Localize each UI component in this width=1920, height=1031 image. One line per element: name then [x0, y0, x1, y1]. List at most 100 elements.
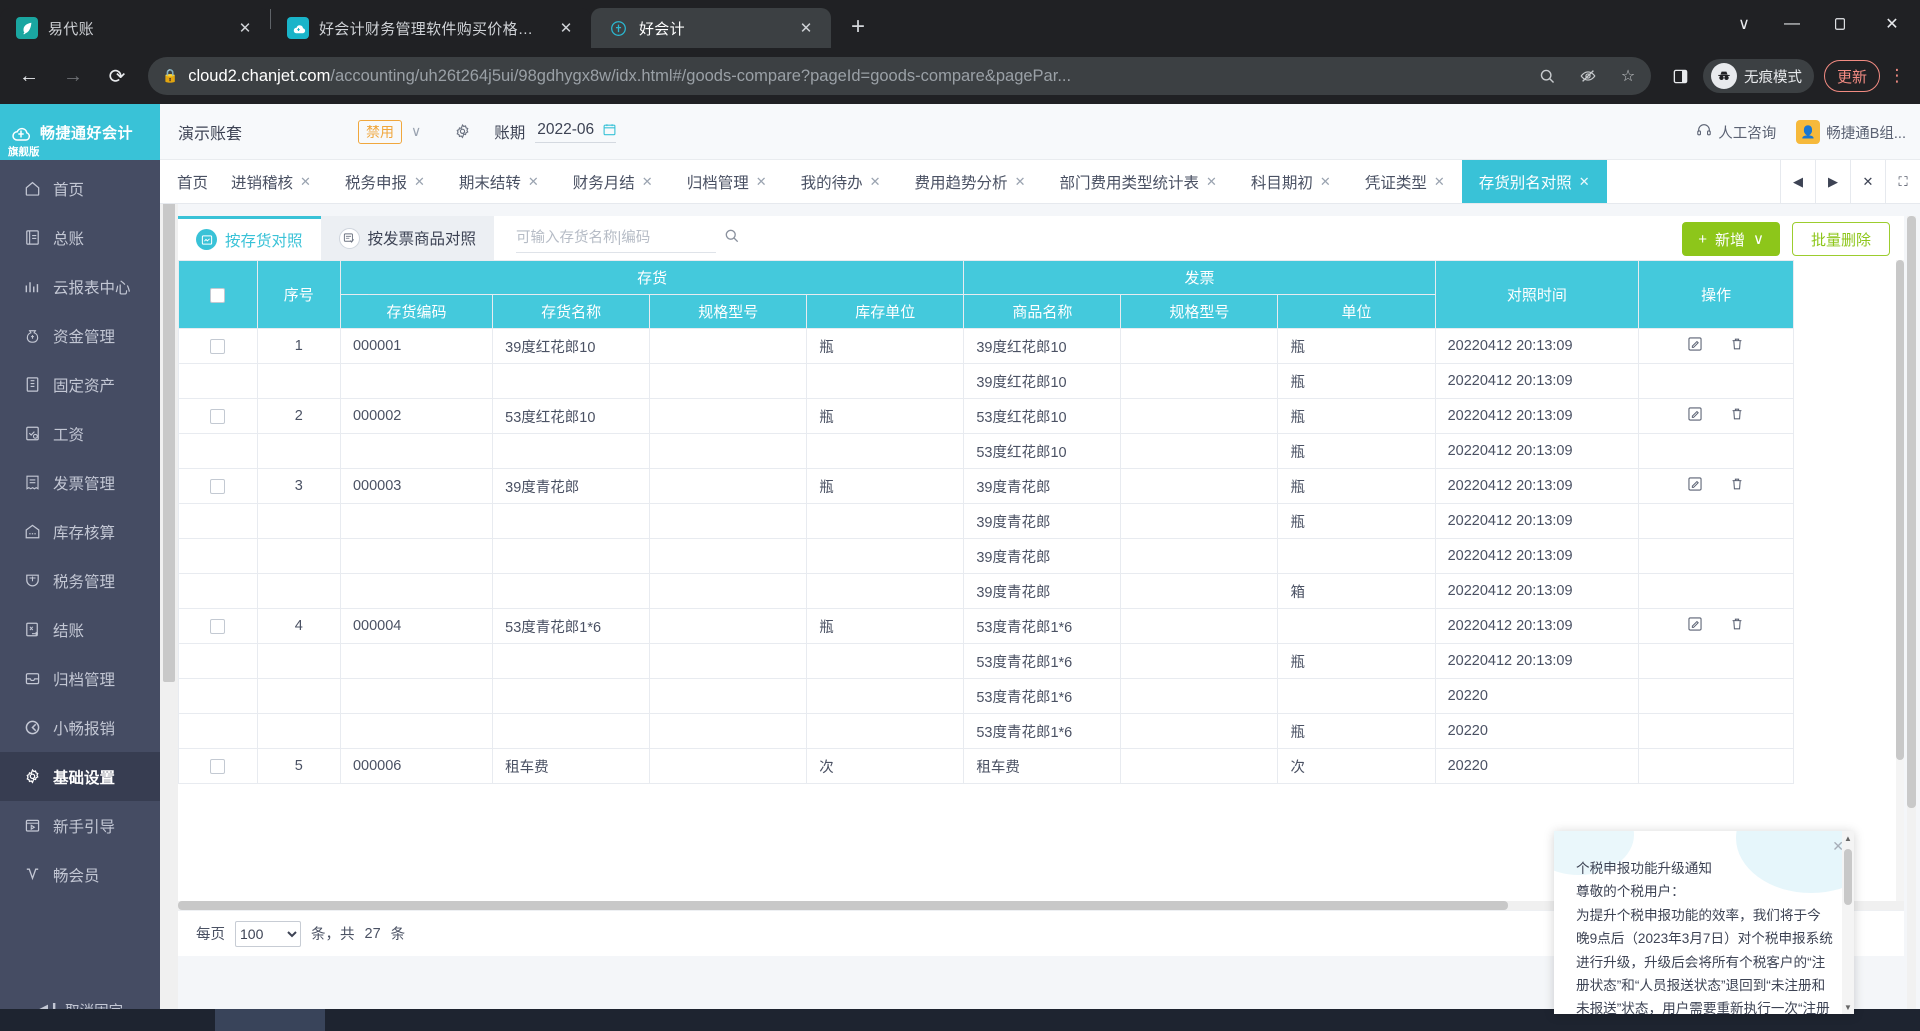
minimize-button[interactable]: — [1784, 15, 1800, 32]
sidebar-item-home[interactable]: 首页 [0, 164, 160, 213]
sidebar-item-tax[interactable]: 税务管理 [0, 556, 160, 605]
row-checkbox-cell[interactable] [178, 573, 258, 609]
incognito-indicator[interactable]: 无痕模式 [1702, 59, 1814, 93]
delete-icon[interactable] [1729, 616, 1745, 636]
page-vertical-scrollbar[interactable] [1907, 216, 1916, 1023]
table-row[interactable]: 53度青花郎1*6 瓶 20220412 20:13:09 [178, 643, 1794, 679]
settings-gear-icon[interactable] [453, 122, 472, 141]
table-row[interactable]: 3 000003 39度青花郎瓶 39度青花郎瓶 20220412 20:13:09 [178, 468, 1794, 504]
app-tab-period-carryover[interactable]: 期末结转 ✕ [442, 160, 556, 203]
close-icon[interactable]: ✕ [300, 173, 311, 189]
table-row[interactable]: 5 000006 租车费次租车费次 20220 [178, 748, 1794, 784]
app-tab-account-opening[interactable]: 科目期初 ✕ [1234, 160, 1348, 203]
app-tab-my-todo[interactable]: 我的待办 ✕ [784, 160, 898, 203]
support-button[interactable]: 人工咨询 [1696, 122, 1776, 143]
browser-menu-icon[interactable]: ⋮ [1888, 66, 1906, 85]
scrollbar-thumb[interactable] [1896, 260, 1904, 760]
sidebar-scrollbar[interactable]: ▲ ▼ [160, 160, 178, 1031]
scrollbar-thumb[interactable] [178, 901, 1508, 910]
table-row[interactable]: 2 000002 53度红花郎10 瓶 53度红花郎10 瓶 20220412 20:13:… [178, 398, 1794, 434]
sidebar-item-ledger[interactable]: 总账 [0, 213, 160, 262]
row-checkbox-cell[interactable] [178, 398, 258, 434]
app-tab-dept-expense-stats[interactable]: 部门费用类型统计表 ✕ [1042, 160, 1233, 203]
edit-icon[interactable] [1687, 476, 1703, 496]
sidebar-item-guide[interactable]: 新手引导 [0, 801, 160, 850]
batch-delete-button[interactable]: 批量删除 [1791, 222, 1890, 256]
chevron-down-icon[interactable]: ∨ [411, 123, 422, 139]
update-button[interactable]: 更新 [1823, 60, 1880, 92]
notification-scrollbar[interactable]: ▲ ▼ [1842, 831, 1854, 1014]
period-value[interactable]: 2022-06 [535, 121, 617, 143]
app-tab-expense-trend[interactable]: 费用趋势分析 ✕ [898, 160, 1043, 203]
app-tab-monthly-close[interactable]: 财务月结 ✕ [556, 160, 670, 203]
sidebar-item-vip[interactable]: 畅会员 [0, 850, 160, 899]
app-tab-jinxiao[interactable]: 进销稽核 ✕ [214, 160, 328, 203]
delete-icon[interactable] [1729, 336, 1745, 356]
close-icon[interactable]: ✕ [755, 173, 767, 189]
row-checkbox-cell[interactable] [178, 643, 258, 679]
close-icon[interactable]: ✕ [238, 20, 252, 37]
row-checkbox[interactable] [210, 338, 226, 354]
sidebar-item-funds[interactable]: 资金管理 [0, 311, 160, 360]
close-icon[interactable]: ✕ [1319, 173, 1331, 189]
search-input[interactable] [516, 223, 717, 253]
delete-icon[interactable] [1729, 406, 1745, 426]
sidebar-item-close-period[interactable]: 结账 [0, 605, 160, 654]
app-tab-tax-declare[interactable]: 税务申报 ✕ [328, 160, 442, 203]
row-checkbox-cell[interactable] [178, 608, 258, 644]
table-horizontal-scrollbar[interactable] [178, 901, 1904, 910]
close-icon[interactable]: ✕ [413, 173, 425, 189]
back-icon[interactable]: ← [19, 64, 39, 87]
close-icon[interactable]: ✕ [527, 173, 539, 189]
row-checkbox-cell[interactable] [178, 433, 258, 469]
user-menu[interactable]: 👤 畅捷通B组... [1796, 120, 1906, 144]
scrollbar-thumb[interactable] [163, 182, 175, 682]
scrollbar-thumb[interactable] [1844, 849, 1852, 905]
sidebar-item-archive[interactable]: 归档管理 [0, 654, 160, 703]
row-checkbox[interactable] [210, 408, 226, 424]
sidebar-item-invoice[interactable]: 发票管理 [0, 458, 160, 507]
row-checkbox-cell[interactable] [178, 713, 258, 749]
edit-icon[interactable] [1687, 616, 1703, 636]
new-tab-button[interactable]: + [850, 13, 865, 40]
close-icon[interactable]: ✕ [641, 173, 653, 189]
sidebar-item-cloud-report[interactable]: 云报表中心 [0, 262, 160, 311]
app-tab-home[interactable]: 首页 [160, 160, 214, 203]
row-checkbox[interactable] [210, 618, 226, 634]
browser-tab-1[interactable]: 易代账 ✕ [0, 8, 270, 48]
edit-icon[interactable] [1687, 336, 1703, 356]
close-icon[interactable]: ✕ [1433, 173, 1445, 189]
taskbar-item[interactable] [215, 1009, 325, 1031]
browser-tab-2[interactable]: 好会计财务管理软件购买价格及免 ✕ [271, 8, 591, 48]
eye-off-icon[interactable] [1573, 61, 1603, 91]
row-checkbox-cell[interactable] [178, 468, 258, 504]
scrollbar-thumb[interactable] [1907, 216, 1916, 808]
row-checkbox-cell[interactable] [178, 538, 258, 574]
table-row[interactable]: 53度青花郎1*6 20220 [178, 678, 1794, 714]
app-tab-voucher-type[interactable]: 凭证类型 ✕ [1348, 160, 1462, 203]
sidebar-item-inventory[interactable]: 库存核算 [0, 507, 160, 556]
add-button[interactable]: + 新增 ∨ [1682, 222, 1780, 256]
sidebar-item-payroll[interactable]: 工资 [0, 409, 160, 458]
app-tab-archive[interactable]: 归档管理 ✕ [670, 160, 784, 203]
sidebar-item-basic-settings[interactable]: 基础设置 [0, 752, 160, 801]
tab-scroll-right-icon[interactable]: ▶ [1815, 160, 1850, 203]
row-checkbox-cell[interactable] [178, 748, 258, 784]
select-all-checkbox[interactable] [210, 287, 226, 303]
page-size-select[interactable]: 50100200 [235, 920, 301, 947]
app-tab-inventory-alias-compare[interactable]: 存货别名对照 ✕ [1461, 160, 1607, 203]
side-panel-icon[interactable] [1663, 58, 1699, 94]
tab-close-all-icon[interactable]: ✕ [1850, 160, 1885, 203]
window-close-button[interactable]: ✕ [1885, 16, 1899, 33]
browser-tab-3[interactable]: 好会计 ✕ [591, 8, 831, 48]
subtab-by-invoice-goods[interactable]: 按发票商品对照 [320, 216, 495, 260]
sidebar-item-fixed-assets[interactable]: 固定资产 [0, 360, 160, 409]
fullscreen-icon[interactable]: ⛶ [1885, 160, 1920, 203]
edit-icon[interactable] [1687, 406, 1703, 426]
subtab-by-inventory[interactable]: 按存货对照 [178, 216, 321, 260]
table-row[interactable]: 39度青花郎 瓶 20220412 20:13:09 [178, 503, 1794, 539]
table-row[interactable]: 1 000001 39度红花郎10 瓶 39度红花郎10 瓶 20220412 20:13:… [178, 328, 1794, 364]
close-icon[interactable]: ✕ [1205, 173, 1217, 189]
zoom-search-icon[interactable] [1533, 61, 1563, 91]
chevron-down-icon[interactable]: ∨ [1738, 16, 1750, 33]
